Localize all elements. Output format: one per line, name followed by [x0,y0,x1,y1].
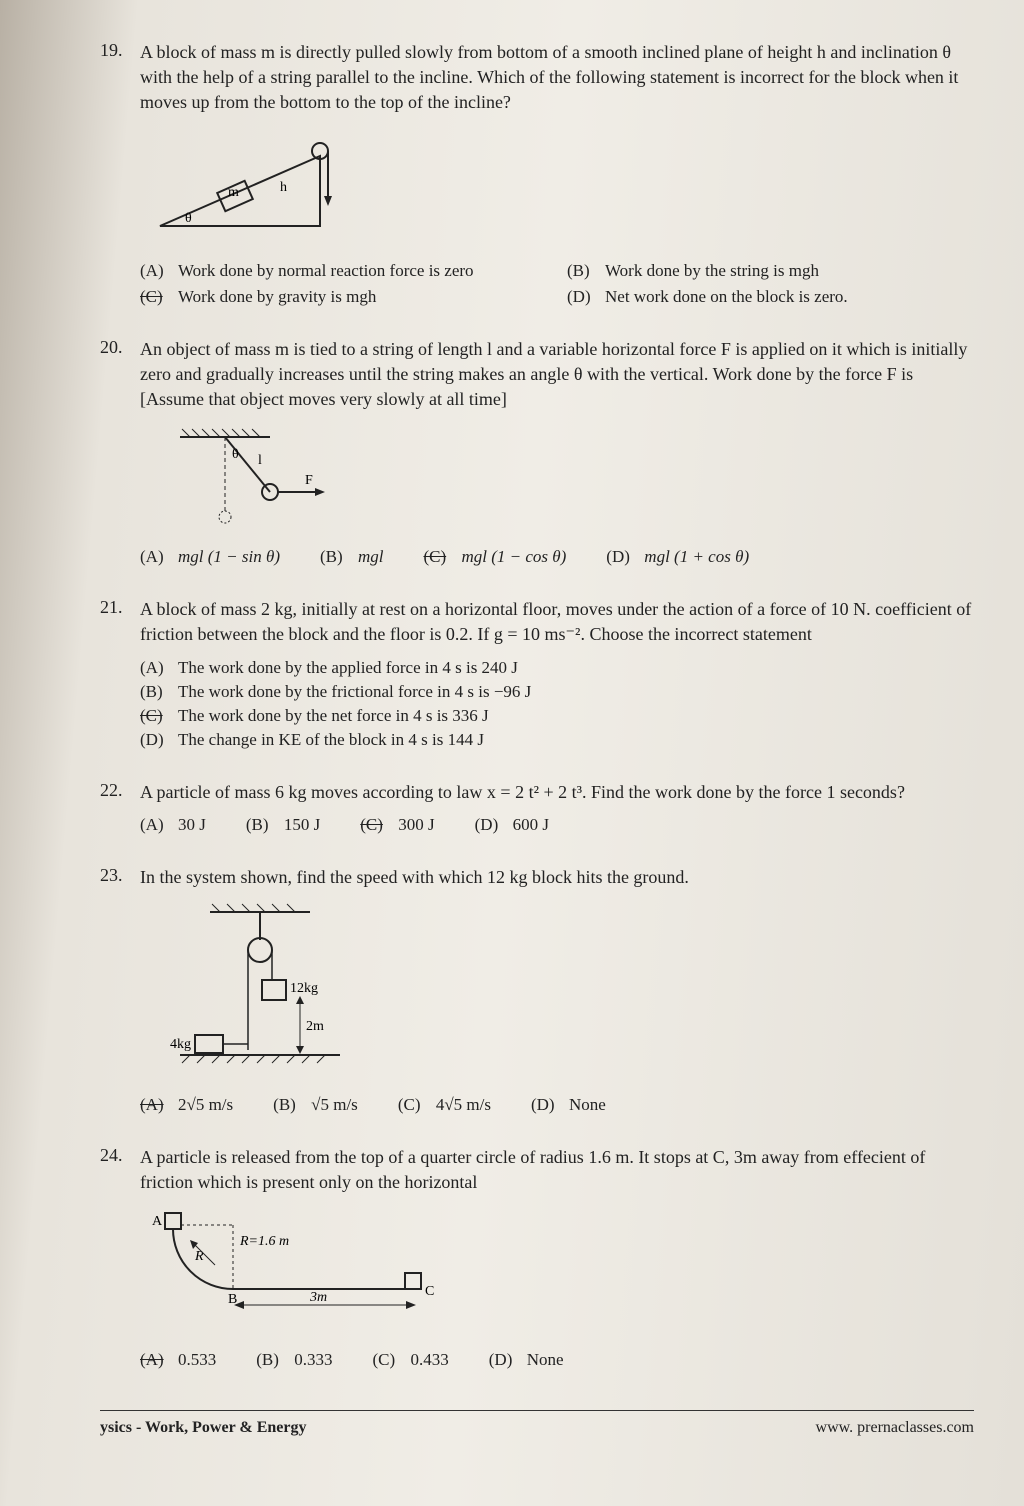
label-3m: 3m [309,1290,327,1305]
option-c[interactable]: (C)mgl (1 − cos θ) [423,547,566,567]
question-20: 20. An object of mass m is tied to a str… [100,337,974,568]
label-l: l [258,453,262,468]
question-number: 24. [100,1145,123,1166]
option-d[interactable]: (D)None [489,1350,564,1370]
option-a[interactable]: (A)0.533 [140,1350,216,1370]
label-rval: R=1.6 m [239,1234,289,1249]
option-a[interactable]: (A)2√5 m/s [140,1095,233,1115]
label-2m: 2m [306,1019,324,1034]
option-c[interactable]: (C)4√5 m/s [398,1095,491,1115]
label-h: h [280,180,287,195]
question-text: A block of mass m is directly pulled slo… [140,40,974,116]
question-22: 22. A particle of mass 6 kg moves accord… [100,780,974,835]
page: 19. A block of mass m is directly pulled… [0,0,1024,1506]
options: (A)2√5 m/s (B)√5 m/s (C)4√5 m/s (D)None [140,1095,974,1115]
question-number: 22. [100,780,123,801]
option-b[interactable]: (B)0.333 [256,1350,332,1370]
option-d[interactable]: (D)600 J [475,815,549,835]
question-text: A block of mass 2 kg, initially at rest … [140,597,974,647]
option-d[interactable]: (D)Net work done on the block is zero. [567,287,974,307]
option-a[interactable]: (A)Work done by normal reaction force is… [140,261,547,281]
label-12kg: 12kg [290,981,318,996]
options: (A)The work done by the applied force in… [140,658,974,750]
option-b[interactable]: (B)√5 m/s [273,1095,358,1115]
question-text: A particle of mass 6 kg moves according … [140,780,974,805]
options: (A)Work done by normal reaction force is… [140,261,974,307]
pulley-svg: 12kg 4kg 2m [140,900,380,1080]
footer-right: www. prernaclasses.com [816,1419,974,1437]
page-footer: ysics - Work, Power & Energy www. prerna… [100,1410,974,1437]
option-c[interactable]: (C)The work done by the net force in 4 s… [140,706,974,726]
option-d[interactable]: (D)mgl (1 + cos θ) [606,547,749,567]
diagram-incline: m h θ [140,126,974,251]
options: (A)30 J (B)150 J (C)300 J (D)600 J [140,815,974,835]
question-number: 20. [100,337,123,358]
option-a[interactable]: (A)The work done by the applied force in… [140,658,974,678]
label-m: m [228,185,239,200]
question-21: 21. A block of mass 2 kg, initially at r… [100,597,974,749]
question-number: 21. [100,597,123,618]
option-b[interactable]: (B)mgl [320,547,384,567]
label-theta: θ [185,211,192,226]
option-c[interactable]: (C)Work done by gravity is mgh [140,287,547,307]
question-text: In the system shown, find the speed with… [140,865,974,890]
question-number: 19. [100,40,123,61]
options: (A)0.533 (B)0.333 (C)0.433 (D)None [140,1350,974,1370]
option-a[interactable]: (A)30 J [140,815,206,835]
question-23: 23. In the system shown, find the speed … [100,865,974,1115]
diagram-pendulum: θ l F [140,422,974,537]
question-text: A particle is released from the top of a… [140,1145,974,1195]
option-b[interactable]: (B)The work done by the frictional force… [140,682,974,702]
question-19: 19. A block of mass m is directly pulled… [100,40,974,307]
option-c[interactable]: (C)0.433 [373,1350,449,1370]
incline-svg: m h θ [140,126,360,246]
option-a[interactable]: (A)mgl (1 − sin θ) [140,547,280,567]
diagram-pulley: 12kg 4kg 2m [140,900,974,1085]
question-24: 24. A particle is released from the top … [100,1145,974,1370]
option-b[interactable]: (B)Work done by the string is mgh [567,261,974,281]
diagram-quarter-circle: A B C R R=1.6 m 3m [140,1205,974,1340]
label-f: F [305,473,313,488]
option-b[interactable]: (B)150 J [246,815,320,835]
label-a: A [152,1214,163,1229]
pendulum-svg: θ l F [140,422,340,532]
label-4kg: 4kg [170,1037,191,1052]
label-b: B [228,1292,237,1307]
option-d[interactable]: (D)None [531,1095,606,1115]
label-r: R [194,1249,204,1264]
question-number: 23. [100,865,123,886]
question-text: An object of mass m is tied to a string … [140,337,974,413]
options: (A)mgl (1 − sin θ) (B)mgl (C)mgl (1 − co… [140,547,974,567]
label-theta: θ [232,447,239,462]
option-d[interactable]: (D)The change in KE of the block in 4 s … [140,730,974,750]
option-c[interactable]: (C)300 J [360,815,434,835]
footer-left: ysics - Work, Power & Energy [100,1419,307,1437]
quarter-svg: A B C R R=1.6 m 3m [140,1205,460,1335]
label-c: C [425,1284,434,1299]
